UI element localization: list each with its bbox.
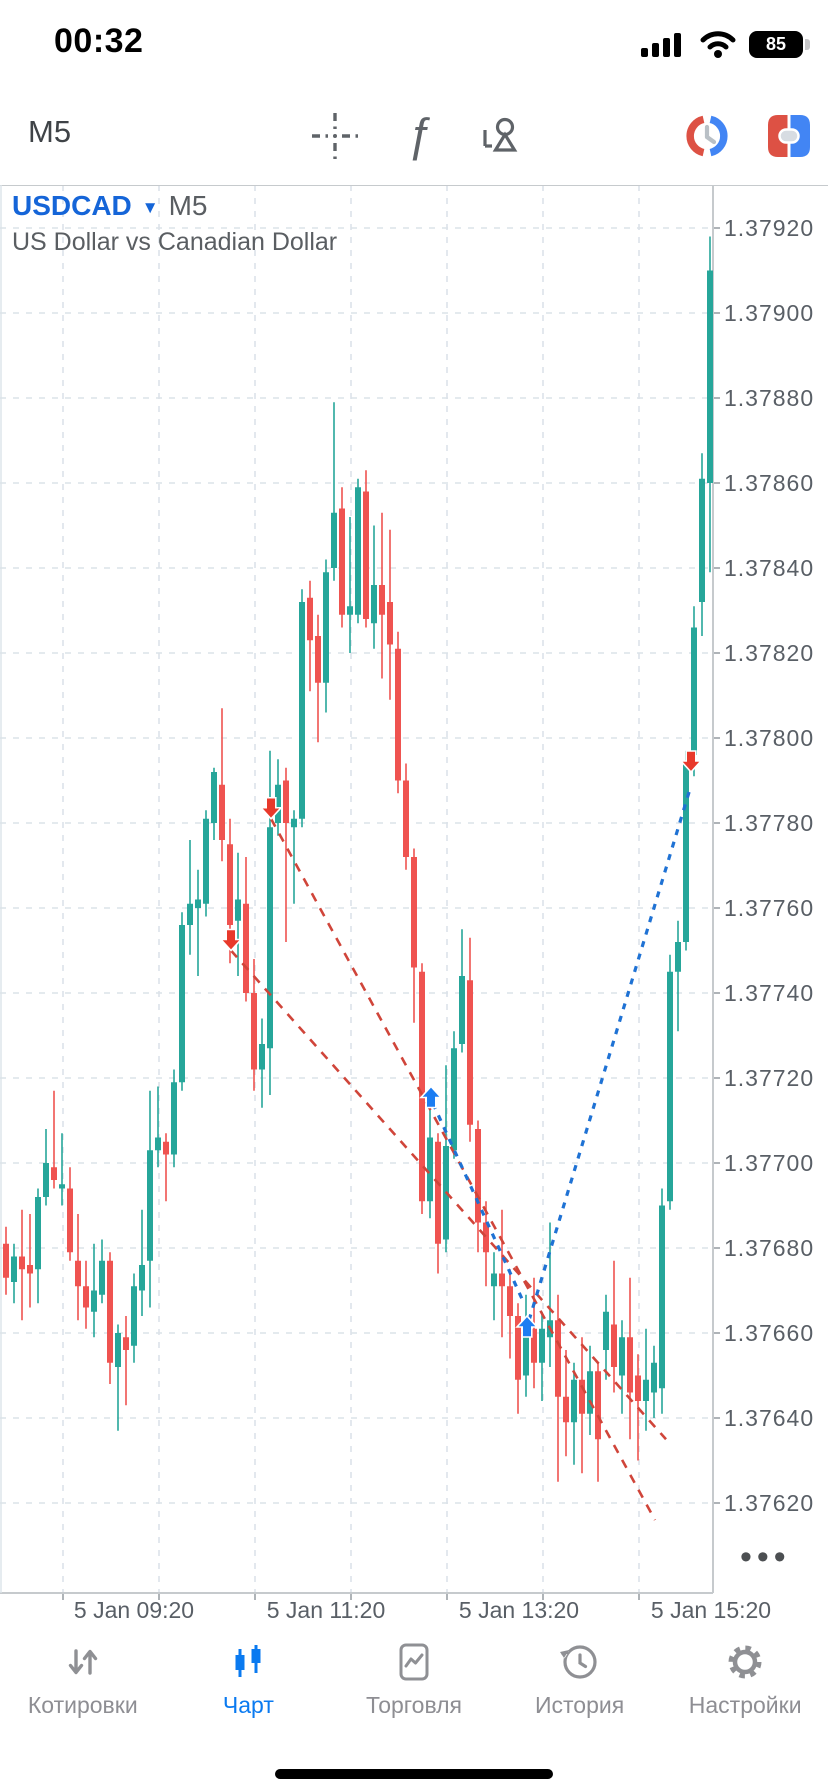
status-bar: 00:32 85 <box>0 0 828 90</box>
tab-item-1[interactable]: Чарт <box>166 1628 332 1748</box>
crosshair-icon <box>312 113 358 159</box>
symbol-description: US Dollar vs Canadian Dollar <box>12 228 338 256</box>
svg-text:1.37740: 1.37740 <box>724 980 814 1006</box>
objects-icon <box>483 117 518 152</box>
wifi-icon <box>700 31 736 58</box>
chart-more-button[interactable]: ••• <box>740 1538 791 1576</box>
svg-text:1.37720: 1.37720 <box>724 1065 814 1091</box>
svg-text:1.37860: 1.37860 <box>724 470 814 496</box>
tab-label: История <box>534 1692 625 1718</box>
battery-percent: 85 <box>765 33 787 54</box>
chart-timeframe-label: M5 <box>168 190 208 221</box>
indicators-button[interactable]: ƒ <box>391 108 447 164</box>
objects-button[interactable] <box>473 108 529 164</box>
battery-tip <box>805 38 810 50</box>
tab-item-4[interactable]: Настройки <box>662 1628 828 1748</box>
battery-icon: 85 <box>749 30 810 58</box>
quotes-icon <box>68 1649 97 1675</box>
home-indicator[interactable] <box>275 1769 553 1779</box>
svg-text:5 Jan 13:20: 5 Jan 13:20 <box>459 1597 579 1623</box>
history-icon <box>559 1645 597 1679</box>
tab-item-3[interactable]: История <box>497 1628 663 1748</box>
tab-bar: Котировки Чарт Торговля <box>0 1628 828 1748</box>
svg-text:1.37820: 1.37820 <box>724 640 814 666</box>
svg-text:1.37920: 1.37920 <box>724 215 814 241</box>
trading-sessions-icon <box>686 115 728 157</box>
symbol-selector[interactable]: USDCAD ▼ M5 <box>12 190 208 222</box>
trade-icon <box>399 1643 429 1681</box>
svg-text:5 Jan 11:20: 5 Jan 11:20 <box>267 1597 386 1623</box>
indicators-fx-icon: ƒ <box>406 111 432 161</box>
svg-text:1.37700: 1.37700 <box>724 1150 814 1176</box>
timeframe-button[interactable]: M5 <box>28 114 72 149</box>
trading-sessions-button[interactable] <box>679 108 735 164</box>
settings-icon <box>728 1645 762 1679</box>
symbol-name[interactable]: USDCAD <box>12 190 132 221</box>
svg-text:1.37840: 1.37840 <box>724 555 814 581</box>
svg-text:5 Jan 15:20: 5 Jan 15:20 <box>651 1597 771 1623</box>
svg-text:1.37900: 1.37900 <box>724 300 814 326</box>
tab-label: Торговля <box>365 1692 463 1718</box>
svg-text:1.37680: 1.37680 <box>724 1235 814 1261</box>
svg-text:1.37660: 1.37660 <box>724 1320 814 1346</box>
svg-text:1.37640: 1.37640 <box>724 1405 814 1431</box>
one-click-trading-button[interactable] <box>761 108 817 164</box>
svg-text:1.37880: 1.37880 <box>724 385 814 411</box>
tab-label: Настройки <box>688 1692 802 1718</box>
tab-item-2[interactable]: Торговля <box>331 1628 497 1748</box>
cellular-signal-icon <box>641 33 681 57</box>
chart-toolbar: M5 ƒ <box>0 90 828 185</box>
crosshair-button[interactable] <box>307 108 363 164</box>
svg-text:ƒ: ƒ <box>406 111 432 161</box>
chevron-down-icon[interactable]: ▼ <box>141 198 159 217</box>
one-click-trading-icon <box>768 115 810 157</box>
chart-icon <box>235 1645 261 1677</box>
tab-label: Котировки <box>27 1692 138 1718</box>
svg-text:1.37780: 1.37780 <box>724 810 814 836</box>
tab-label: Чарт <box>222 1692 274 1718</box>
svg-text:1.37800: 1.37800 <box>724 725 814 751</box>
status-time: 00:32 <box>54 22 144 60</box>
svg-text:5 Jan 09:20: 5 Jan 09:20 <box>74 1597 194 1623</box>
tab-item-0[interactable]: Котировки <box>0 1628 166 1748</box>
svg-text:1.37620: 1.37620 <box>724 1490 814 1516</box>
svg-text:1.37760: 1.37760 <box>724 895 814 921</box>
